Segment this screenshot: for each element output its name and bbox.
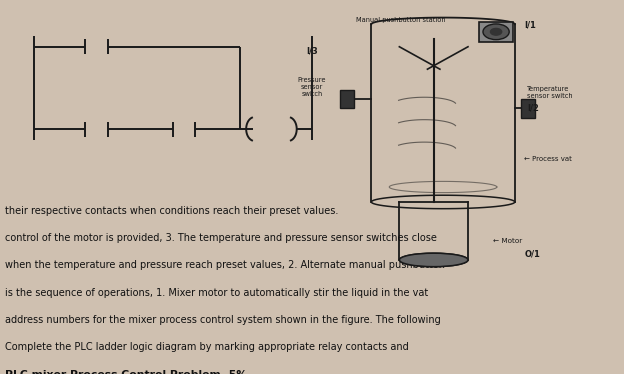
Text: Complete the PLC ladder logic diagram by marking appropriate relay contacts and: Complete the PLC ladder logic diagram by… [5,342,409,352]
Text: their respective contacts when conditions reach their preset values.: their respective contacts when condition… [5,206,338,216]
Text: PLC mixer Process Control Problem, 5%: PLC mixer Process Control Problem, 5% [5,370,247,374]
Text: ← Process vat: ← Process vat [524,156,572,162]
Text: I/2: I/2 [527,104,539,113]
Text: I/1: I/1 [524,21,536,30]
Text: O/1: O/1 [524,250,540,259]
Text: I/3: I/3 [306,47,318,56]
Text: address numbers for the mixer process control system shown in the figure. The fo: address numbers for the mixer process co… [5,315,441,325]
Ellipse shape [399,253,468,267]
Text: Temperature
sensor switch: Temperature sensor switch [527,86,573,99]
Text: control of the motor is provided, 3. The temperature and pressure sensor switche: control of the motor is provided, 3. The… [5,233,437,243]
Bar [479,21,514,42]
Text: is the sequence of operations, 1. Mixer motor to automatically stir the liquid i: is the sequence of operations, 1. Mixer … [5,288,428,298]
Bar [340,90,354,108]
Text: Manual pushbutton station: Manual pushbutton station [356,17,446,23]
Circle shape [490,28,502,35]
Bar [521,99,535,118]
Text: ← Motor: ← Motor [493,238,522,244]
Circle shape [483,24,509,40]
Text: Pressure
sensor
switch: Pressure sensor switch [298,77,326,96]
Text: when the temperature and pressure reach preset values, 2. Alternate manual pushb: when the temperature and pressure reach … [5,260,445,270]
